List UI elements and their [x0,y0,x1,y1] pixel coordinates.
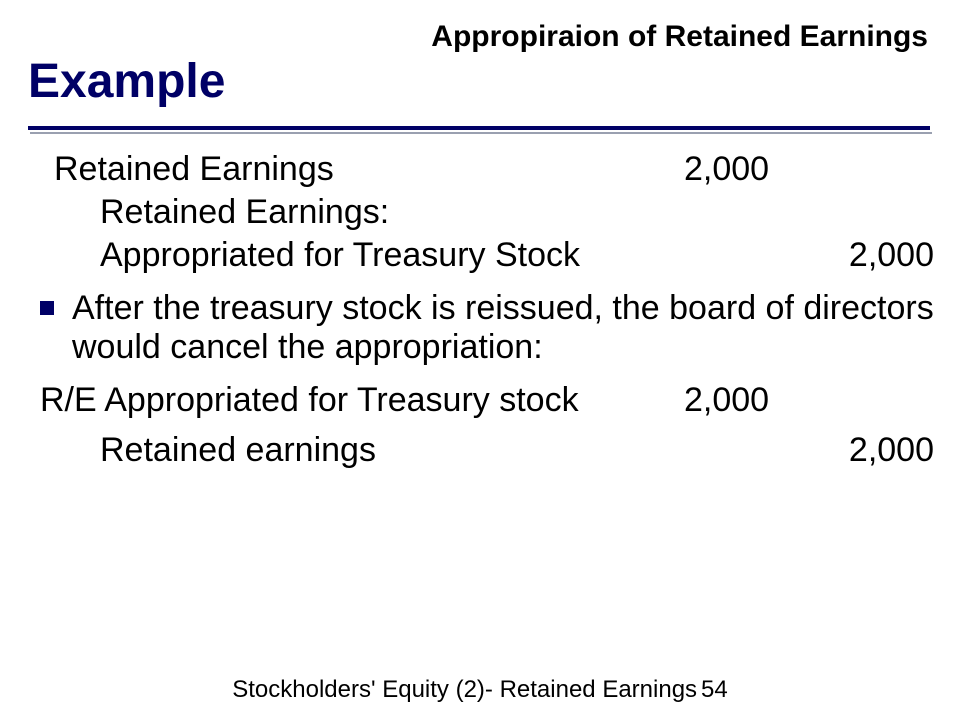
entry1-credit-account-line1: Retained Earnings: [100,193,684,232]
entry2-credit-account: Retained earnings [100,431,684,470]
spacer [824,193,940,232]
entry2-credit-row: Retained earnings 2,000 [40,431,940,470]
entry1-debit-amount: 2,000 [684,150,824,189]
entry1-credit-amount: 2,000 [824,236,940,275]
footer-text: Stockholders' Equity (2)- Retained Earni… [232,676,701,704]
slide-footer: Stockholders' Equity (2)- Retained Earni… [0,676,960,704]
slide: Appropiraion of Retained Earnings Exampl… [0,0,960,720]
entry2-debit-row: R/E Appropriated for Treasury stock 2,00… [40,381,940,420]
slide-title: Example [28,54,225,109]
page-number: 54 [701,676,728,704]
spacer [824,150,940,189]
entry1-credit-row1: Retained Earnings: [40,193,940,232]
bullet-row: After the treasury stock is reissued, th… [40,289,940,367]
entry2-debit-amount: 2,000 [684,381,824,420]
entry1-credit-account-line2: Appropriated for Treasury Stock [100,236,684,275]
slide-subtitle: Appropiraion of Retained Earnings [431,20,928,54]
spacer [824,381,940,420]
square-bullet-icon [40,301,54,315]
entry1-credit-row2: Appropriated for Treasury Stock 2,000 [40,236,940,275]
spacer [684,236,824,275]
bullet-text: After the treasury stock is reissued, th… [72,289,940,367]
entry1-debit-account: Retained Earnings [54,150,684,189]
spacer [684,431,824,470]
slide-body: Retained Earnings 2,000 Retained Earning… [40,150,940,474]
entry2-credit-amount: 2,000 [824,431,940,470]
title-rule [28,126,930,130]
spacer [684,193,824,232]
entry1-debit-row: Retained Earnings 2,000 [40,150,940,189]
title-rule-shadow [30,132,932,134]
entry2-debit-account: R/E Appropriated for Treasury stock [40,381,684,420]
